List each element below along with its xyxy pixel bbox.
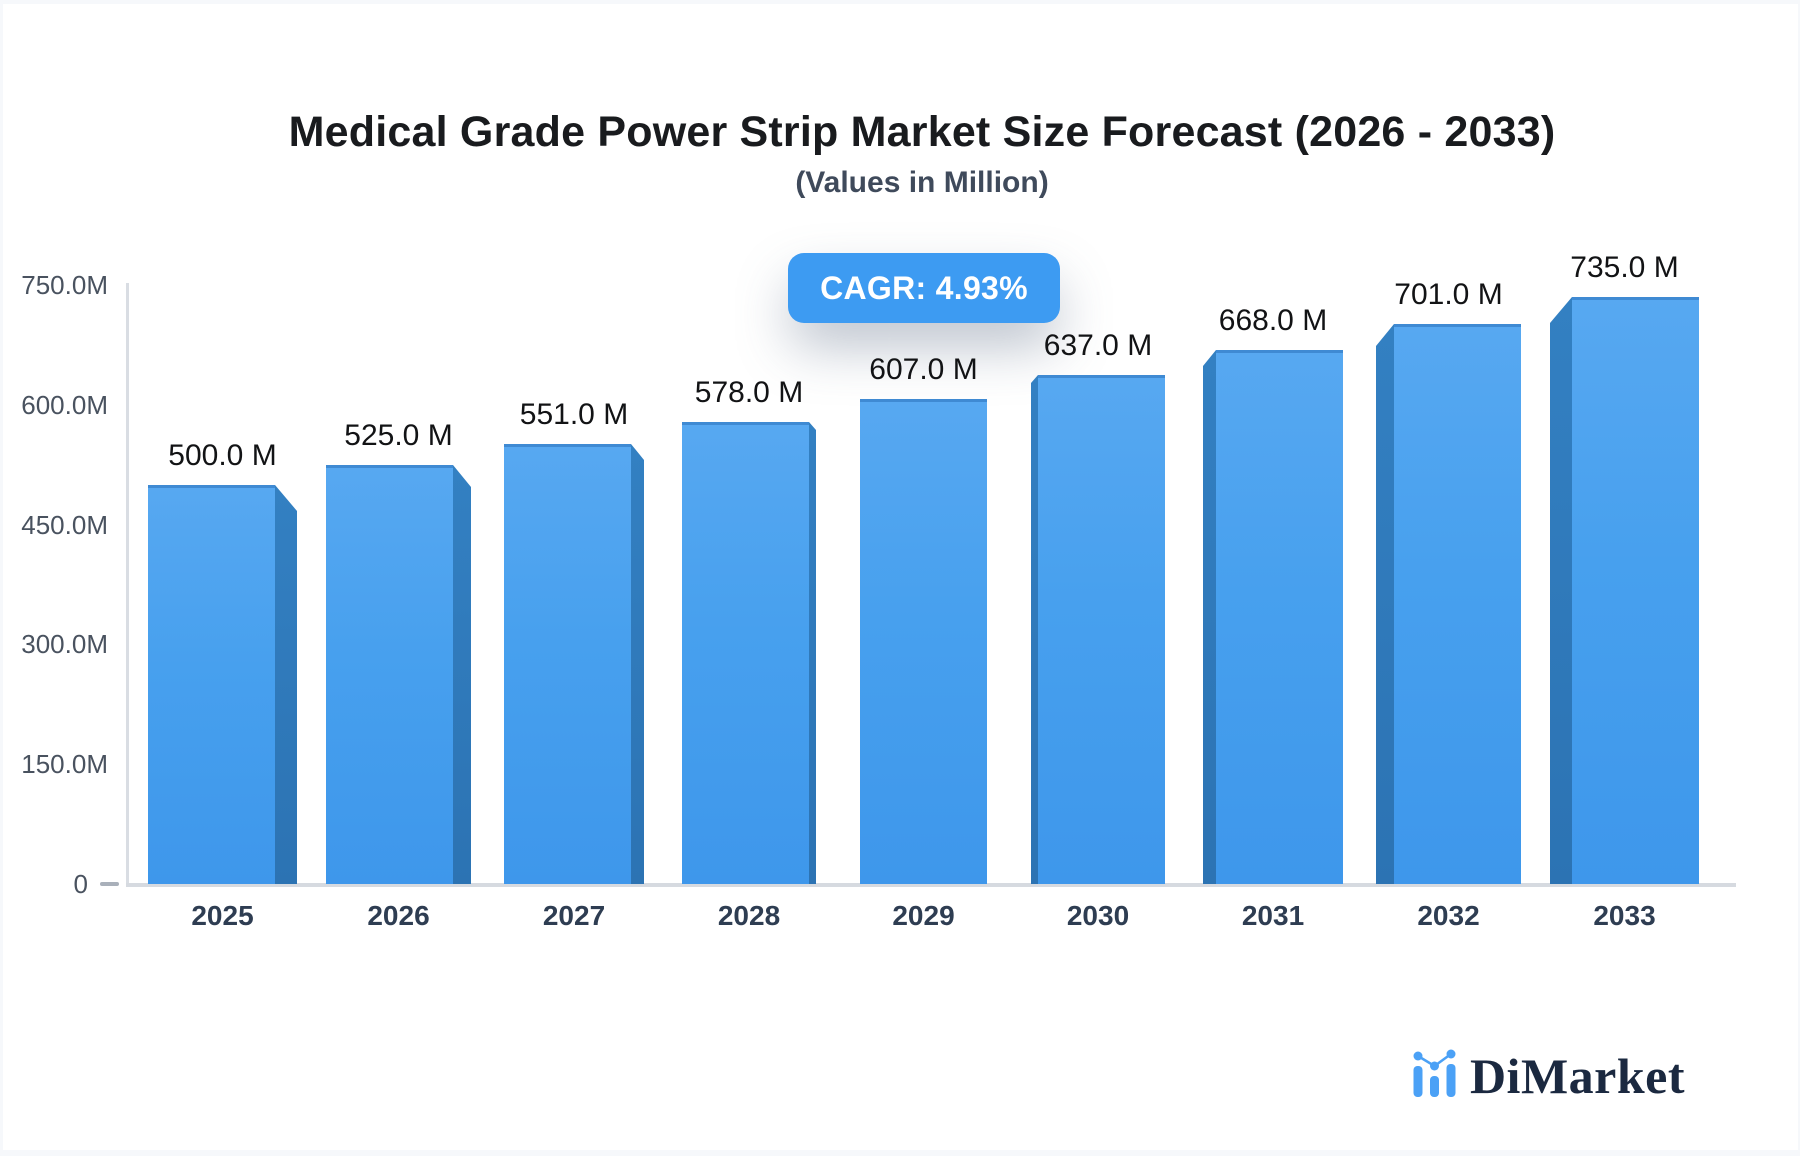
bar-value-2027: 551.0 M [519,398,629,431]
y-axis-label-600.0M: 600.0M [21,390,108,420]
x-axis-label-2026: 2026 [367,900,430,931]
bar-2032-side [1376,324,1394,884]
bar-2031[interactable] [1216,350,1343,884]
x-axis-label-2029: 2029 [892,900,955,931]
bar-2025[interactable] [148,485,275,884]
y-axis-label-450.0M: 450.0M [21,510,108,540]
bar-value-2031: 668.0 M [1218,304,1328,337]
y-axis-line [126,283,129,885]
bar-value-2028: 578.0 M [694,376,804,409]
bar-2030[interactable] [1038,375,1165,884]
y-axis-label-0: 0 [73,869,88,899]
bar-value-2026: 525.0 M [344,419,453,452]
bar-2028[interactable] [682,422,809,884]
x-axis-baseline [126,883,1736,887]
dimarket-logo-text: DiMarket [1469,1048,1685,1104]
bar-value-2033: 735.0 M [1570,251,1679,284]
bar-2030-side [1031,375,1038,884]
x-axis-label-2025: 2025 [191,900,254,931]
bar-2029[interactable] [860,399,987,884]
x-axis-label-2033: 2033 [1593,900,1656,931]
bar-value-2032: 701.0 M [1394,278,1503,311]
zero-tick-mark [100,882,119,886]
bar-value-2030: 637.0 M [1043,329,1153,362]
bar-2031-side [1203,350,1216,884]
bar-2027[interactable] [504,444,631,884]
bar-2033-side [1550,297,1572,884]
y-axis-label-150.0M: 150.0M [21,749,108,779]
bar-2026-side [453,465,471,884]
bar-chart-sparkline-icon [1413,1049,1456,1097]
x-axis-label-2028: 2028 [717,900,781,931]
x-axis-label-2031: 2031 [1241,900,1305,931]
bar-2033[interactable] [1572,297,1699,884]
bar-2032[interactable] [1394,324,1521,884]
x-axis-label-2032: 2032 [1417,900,1480,931]
chart-title: Medical Grade Power Strip Market Size Fo… [288,108,1556,156]
bar-2027-side [631,444,644,884]
bar-2025-side [275,485,297,884]
bar-2028-side [809,422,816,884]
chart-subtitle: (Values in Million) [795,166,1049,199]
x-axis-label-2027: 2027 [542,900,606,931]
y-axis-label-750.0M: 750.0M [21,270,108,300]
x-axis-label-2030: 2030 [1066,900,1130,931]
dimarket-logo: DiMarket [1412,1048,1685,1104]
cagr-badge: CAGR: 4.93% [788,253,1060,323]
bar-value-2025: 500.0 M [168,439,277,472]
bar-value-2029: 607.0 M [869,353,978,386]
bar-2026[interactable] [326,465,453,884]
y-axis-label-300.0M: 300.0M [21,629,108,659]
cagr-badge-label: CAGR: 4.93% [820,269,1028,306]
